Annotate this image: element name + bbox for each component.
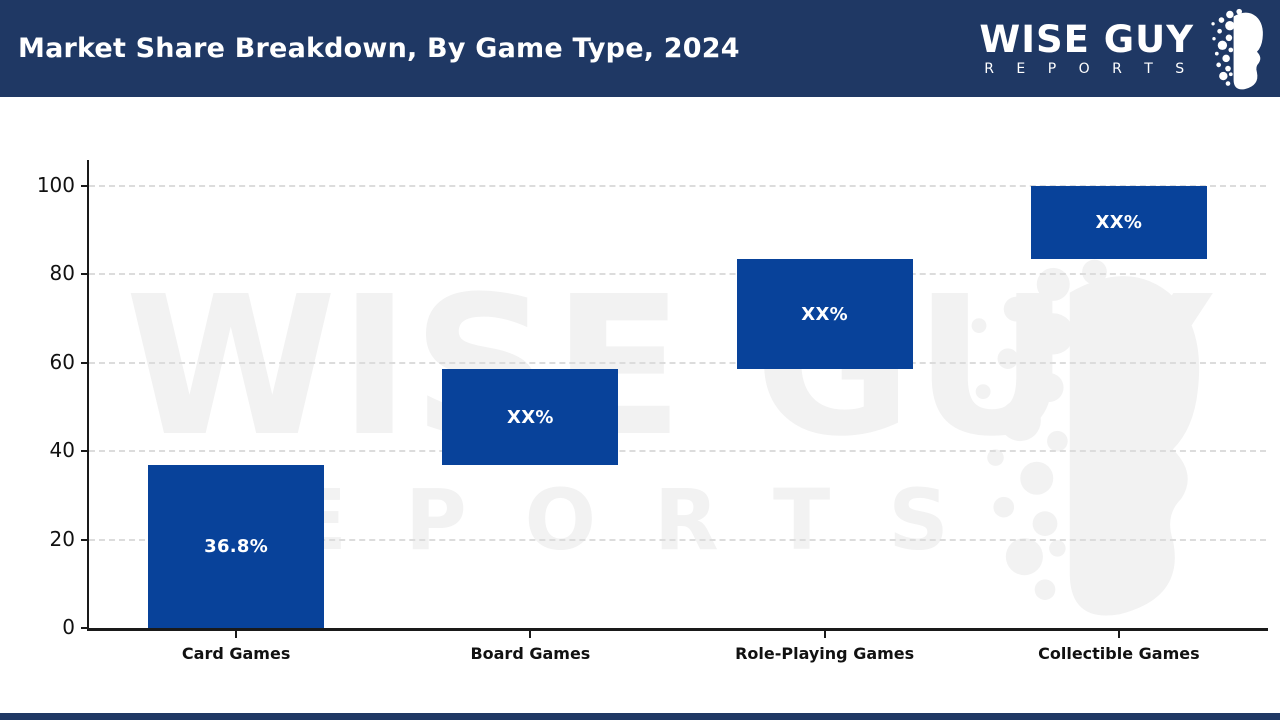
y-tick-100 bbox=[81, 185, 89, 187]
gridline-100 bbox=[89, 185, 1266, 187]
gridline-20 bbox=[89, 538, 1266, 541]
y-tick-label-40: 40 bbox=[49, 438, 75, 463]
x-tick-0 bbox=[235, 630, 238, 638]
bar-collectible-games: XX% bbox=[1030, 186, 1207, 260]
logo-subtitle: R E P O R T S bbox=[984, 61, 1194, 77]
page-title: Market Share Breakdown, By Game Type, 20… bbox=[18, 33, 740, 64]
x-category-label: Board Games bbox=[470, 644, 591, 663]
bar-card-games: 36.8% bbox=[148, 465, 325, 628]
x-axis bbox=[87, 628, 1268, 631]
gridline-60 bbox=[89, 361, 1266, 364]
y-tick-label-80: 80 bbox=[49, 261, 75, 286]
y-tick-0 bbox=[81, 627, 89, 629]
x-tick-2 bbox=[823, 630, 826, 638]
x-category-label: Card Games bbox=[181, 644, 291, 663]
watermark-text: WISE GUY REPORTS bbox=[125, 272, 1213, 563]
y-tick-label-0: 0 bbox=[62, 615, 75, 639]
bar-value-label: 36.8% bbox=[204, 536, 269, 558]
wise-guy-logo: WISE GUY R E P O R T S bbox=[979, 7, 1266, 91]
x-category-label: Collectible Games bbox=[1038, 644, 1200, 663]
bar-value-label: XX% bbox=[801, 303, 848, 325]
bar-board-games: XX% bbox=[442, 368, 619, 466]
y-tick-label-100: 100 bbox=[36, 173, 75, 197]
y-tick-label-20: 20 bbox=[49, 526, 75, 551]
y-tick-label-60: 60 bbox=[49, 349, 75, 374]
x-tick-3 bbox=[1117, 630, 1120, 638]
y-tick-20 bbox=[81, 538, 89, 541]
header: Market Share Breakdown, By Game Type, 20… bbox=[0, 0, 1280, 97]
footer-bar bbox=[0, 713, 1280, 720]
chart-area: WISE GUY REPORTS 0 20 40 60 80 100 36.8% Card G… bbox=[0, 97, 1280, 713]
watermark-head-icon bbox=[971, 259, 1200, 616]
y-tick-60 bbox=[81, 361, 89, 364]
logo-head-icon bbox=[1211, 8, 1263, 89]
y-tick-40 bbox=[81, 450, 89, 453]
x-category-label: Role-Playing Games bbox=[735, 644, 915, 663]
logo-text: WISE GUY R E P O R T S bbox=[979, 21, 1194, 76]
gridline-80 bbox=[89, 273, 1266, 276]
y-axis bbox=[87, 160, 89, 630]
y-tick-80 bbox=[81, 273, 89, 276]
x-tick-1 bbox=[529, 630, 532, 638]
logo-name: WISE GUY bbox=[979, 18, 1194, 61]
bar-role-playing-games: XX% bbox=[736, 259, 913, 369]
bar-value-label: XX% bbox=[507, 406, 554, 428]
bar-value-label: XX% bbox=[1095, 212, 1143, 234]
gridline-40 bbox=[89, 450, 1266, 453]
